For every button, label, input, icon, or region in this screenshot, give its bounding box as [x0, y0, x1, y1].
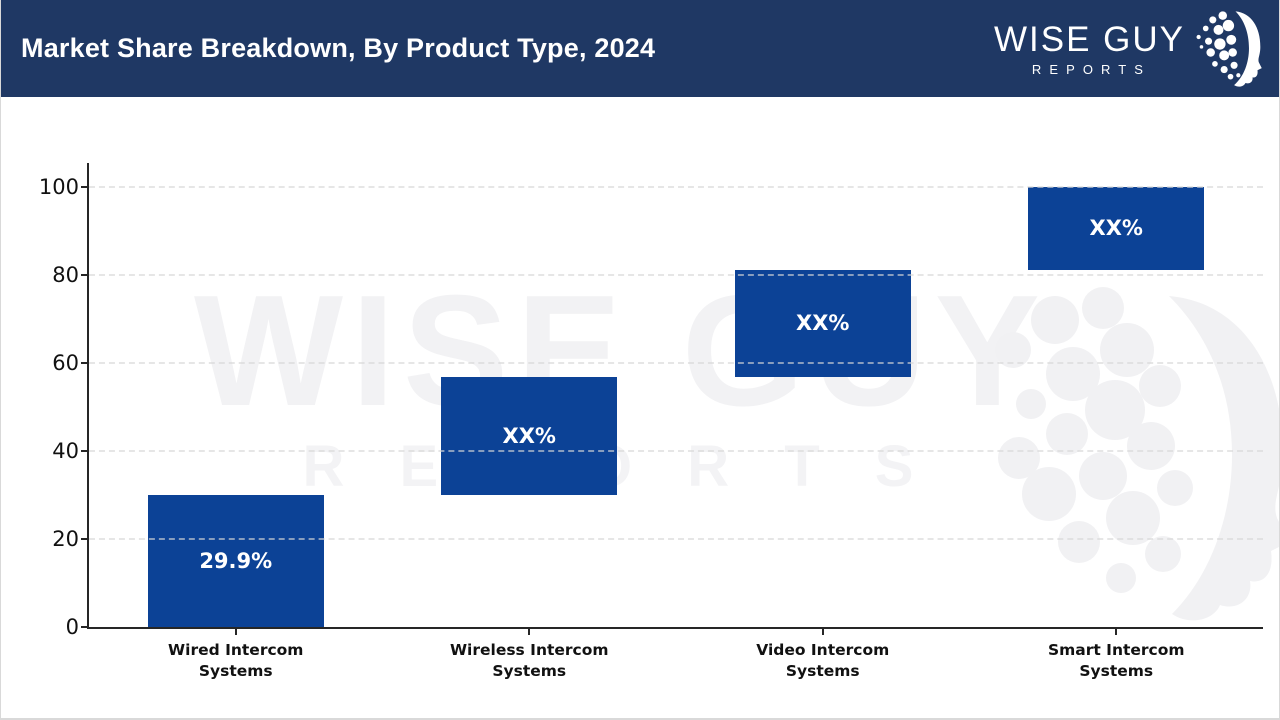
x-tick-label-3: Smart Intercom Systems	[1047, 641, 1185, 680]
y-tick-20	[81, 538, 89, 540]
watermark-wordmark: WISE GUY	[193, 263, 1049, 439]
bar-label-1: XX%	[502, 424, 556, 449]
watermark-face-icon	[995, 287, 1279, 621]
wiseguy-logo: WISE GUY REPORTS	[994, 0, 1263, 97]
y-tick-label-100: 100	[38, 175, 79, 199]
x-tick-label-0: Wired Intercom Systems	[168, 641, 304, 680]
bar-2	[734, 269, 911, 377]
gridline-80	[89, 274, 1263, 276]
x-tick-label-1: Wireless Intercom Systems	[449, 641, 609, 680]
bar-3	[1028, 187, 1205, 270]
gridline-60	[89, 362, 1263, 364]
header-band: Market Share Breakdown, By Product Type,…	[1, 0, 1279, 97]
y-tick-40	[81, 450, 89, 452]
x-tick-3	[1115, 627, 1118, 635]
x-tick-label-2: Video Intercom Systems	[756, 641, 890, 680]
bar-1	[441, 376, 618, 496]
gridline-20	[89, 538, 1263, 540]
y-tick-label-60: 60	[52, 351, 79, 375]
y-tick-label-0: 0	[65, 615, 79, 639]
chart-title: Market Share Breakdown, By Product Type,…	[21, 33, 656, 63]
x-axis-spine	[87, 627, 1263, 629]
bar-label-3: XX%	[1089, 216, 1143, 241]
gridline-40	[89, 450, 1263, 452]
watermark-subwordmark: REPORTS	[302, 434, 969, 499]
y-tick-80	[81, 274, 89, 276]
y-tick-label-80: 80	[52, 263, 79, 287]
logo-wordmark: WISE GUY	[993, 19, 1185, 59]
y-tick-label-40: 40	[52, 439, 79, 463]
y-tick-label-20: 20	[52, 527, 79, 551]
wiseguy-face-icon	[1196, 10, 1262, 87]
bar-label-2: XX%	[796, 311, 850, 336]
y-tick-60	[81, 362, 89, 364]
y-tick-100	[81, 186, 89, 188]
x-tick-1	[528, 627, 531, 635]
x-tick-0	[234, 627, 237, 635]
y-tick-0	[81, 626, 89, 628]
bar-label-0: 29.9%	[199, 549, 273, 574]
wiseguy-logo-text: WISE GUY REPORTS	[994, 22, 1185, 76]
y-axis-spine	[87, 163, 89, 629]
x-tick-2	[821, 627, 824, 635]
gridline-100	[89, 186, 1263, 188]
logo-subwordmark: REPORTS	[1031, 61, 1151, 77]
bar-0	[147, 495, 324, 627]
